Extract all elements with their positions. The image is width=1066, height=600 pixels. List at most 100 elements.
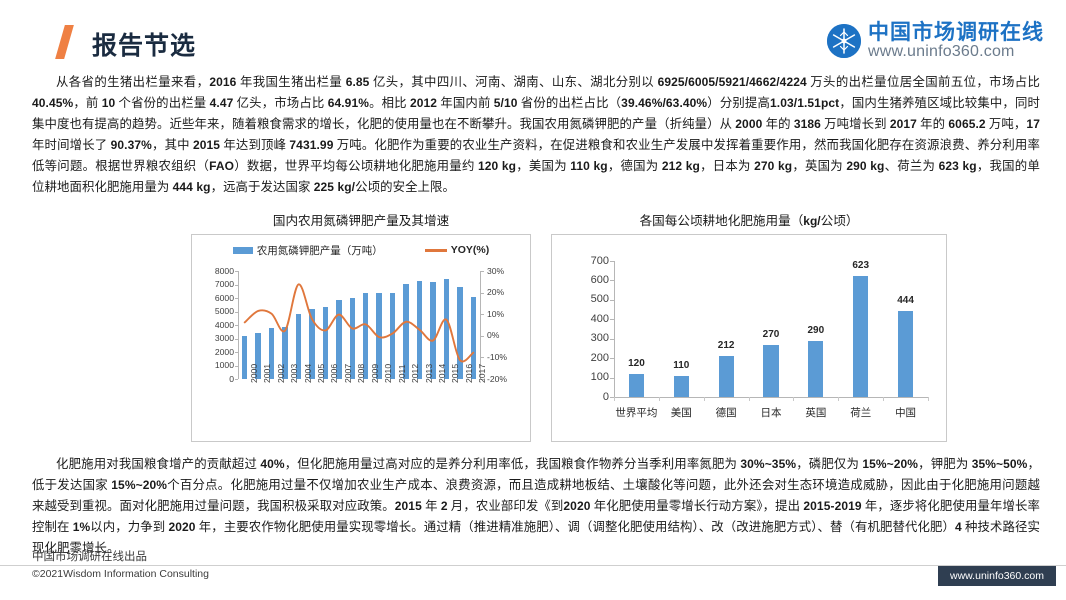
axis-left-tick: [235, 379, 238, 380]
bar: [242, 335, 248, 379]
brand-logo[interactable]: 中国市场调研在线 www.uninfo360.com: [827, 21, 1044, 61]
bar: [628, 373, 645, 397]
axis-x-tick-label: 2002: [275, 363, 286, 383]
axis-x-tick-label: 日本: [760, 408, 782, 419]
axis-right-tick-label: 30%: [487, 265, 505, 276]
footer-url-badge[interactable]: www.uninfo360.com: [938, 566, 1056, 586]
bar: [763, 344, 779, 397]
bar: [718, 355, 734, 397]
axis-right-tick: [481, 271, 484, 272]
page-title: 报告节选: [92, 32, 197, 60]
axis-left-line: [238, 271, 239, 379]
axis-x-tick-label: 2005: [315, 363, 326, 383]
axis-x-tick-label: 美国: [670, 408, 692, 419]
axis-x-separator: [928, 397, 929, 401]
axis-right-tick-label: 0%: [487, 330, 500, 341]
axis-right-tick: [481, 335, 484, 337]
axis-x-separator: [614, 397, 615, 401]
bar-value-label: 270: [762, 328, 780, 340]
axis-left-tick: [235, 284, 238, 286]
axis-x-separator: [838, 397, 840, 401]
axis-x-tick-label: 荷兰: [850, 408, 872, 419]
axis-x-tick-label: 2015: [450, 363, 461, 383]
axis-x-tick-label: 2007: [342, 363, 353, 383]
axis-x-tick-label: 2016: [463, 363, 474, 383]
axis-x-separator: [658, 397, 660, 401]
axis-x-separator: [703, 397, 705, 401]
chart-left-title: 国内农用氮磷钾肥产量及其增速: [272, 214, 450, 228]
intro-paragraph: 从各省的生猪出栏量来看，2016 年我国生猪出栏量 6.85 亿头，其中四川、河…: [32, 75, 1040, 194]
snowflake-logo-icon: [827, 24, 861, 59]
axis-x-tick-label: 2010: [383, 363, 394, 383]
axis-y-tick-label: 300: [590, 332, 609, 345]
axis-left-tick-label: 6000: [214, 292, 234, 303]
axis-y-tick: [610, 338, 614, 340]
axis-x-tick-label: 中国: [895, 408, 917, 419]
bar-value-label: 623: [852, 259, 870, 271]
axis-left-tick-label: 7000: [214, 279, 234, 289]
chart-right-title: 各国每公顷耕地化肥施用量（kg/公顷）: [639, 214, 859, 228]
axis-x-tick-label: 2003: [289, 363, 300, 383]
bar: [897, 310, 914, 397]
axis-y-line: [614, 261, 615, 397]
axis-left-tick-label: 3000: [214, 333, 234, 343]
axis-y-tick: [610, 377, 614, 379]
brand-url: www.uninfo360.com: [868, 43, 1015, 61]
axis-left-tick: [235, 271, 238, 272]
bar: [853, 275, 869, 397]
axis-x-separator: [748, 397, 750, 401]
axis-right-tick-label: -10%: [487, 351, 508, 362]
legend-item-bar: 农用氮磷钾肥产量（万吨）: [232, 243, 383, 258]
chart-fertilizer-per-hectare: 各国每公顷耕地化肥施用量（kg/公顷） 0 100 200 300 400 500 600 7…: [551, 212, 947, 444]
axis-left-tick-label: 5000: [214, 306, 234, 316]
axis-y-tick-label: 500: [590, 293, 609, 306]
footer-copyright: ©2021Wisdom Information Consulting: [32, 568, 209, 580]
bar-value-label: 110: [673, 359, 690, 371]
axis-y-tick: [610, 299, 614, 301]
analysis-paragraph: 化肥施用对我国粮食增产的贡献超过 40%，但化肥施用量过高对应的是养分利用率低，…: [32, 457, 1041, 555]
legend-label-line: YOY(%): [450, 244, 490, 256]
axis-x-tick-label: 德国: [715, 408, 737, 419]
axis-left-tick: [235, 298, 238, 299]
axis-x-tick-label: 2009: [369, 363, 380, 383]
axis-right-tick: [481, 357, 484, 359]
axis-y-tick: [610, 261, 614, 262]
axis-x-tick-label: 2012: [410, 363, 421, 383]
axis-x-tick-label: 世界平均: [615, 408, 658, 419]
bar: [808, 340, 824, 397]
charts-container: 国内农用氮磷钾肥产量及其增速 农用氮磷钾肥产量（万吨） YOY(%) 0 1000…: [191, 212, 947, 444]
axis-right-line: [480, 271, 481, 379]
axis-left-tick-label: 2000: [214, 346, 234, 357]
axis-x-tick-label: 2014: [436, 363, 447, 383]
axis-y-tick-label: 400: [590, 312, 609, 325]
axis-x-tick-label: 2001: [262, 363, 273, 383]
axis-y-tick-label: 0: [602, 390, 609, 403]
axis-x-tick-label: 2011: [396, 364, 407, 383]
axis-y-tick-label: 600: [590, 273, 609, 286]
axis-x-line: [614, 397, 928, 398]
axis-x-tick-label: 英国: [805, 408, 827, 419]
axis-right-tick: [481, 314, 484, 316]
chart-domestic-npk-output: 国内农用氮磷钾肥产量及其增速 农用氮磷钾肥产量（万吨） YOY(%) 0 1000…: [191, 212, 531, 444]
page-header: 报告节选: [0, 0, 1066, 72]
bar-value-label: 120: [628, 357, 645, 369]
axis-left-tick: [235, 352, 238, 353]
brand-text: 中国市场调研在线 www.uninfo360.com: [868, 21, 1044, 61]
axis-right-tick-label: 10%: [487, 308, 505, 319]
axis-y-tick-label: 200: [590, 351, 609, 364]
axis-left-tick-label: 0: [229, 373, 234, 384]
axis-y-tick: [610, 280, 614, 282]
axis-right-tick-label: -20%: [487, 373, 508, 384]
axis-x-tick-label: 2004: [302, 363, 313, 383]
axis-right-tick: [481, 292, 484, 294]
footer-brand: 中国市场调研在线出品: [32, 551, 147, 563]
chart-left-legend: 农用氮磷钾肥产量（万吨） YOY(%): [206, 241, 516, 259]
axis-left-tick: [235, 325, 238, 326]
legend-label-bar: 农用氮磷钾肥产量（万吨）: [256, 245, 383, 257]
axis-x-tick-label: 2013: [423, 363, 434, 383]
axis-x-tick-label: 2017: [477, 363, 488, 383]
bar: [673, 375, 689, 397]
axis-left-tick-label: 8000: [214, 265, 234, 276]
legend-swatch-line-icon: [424, 248, 447, 252]
